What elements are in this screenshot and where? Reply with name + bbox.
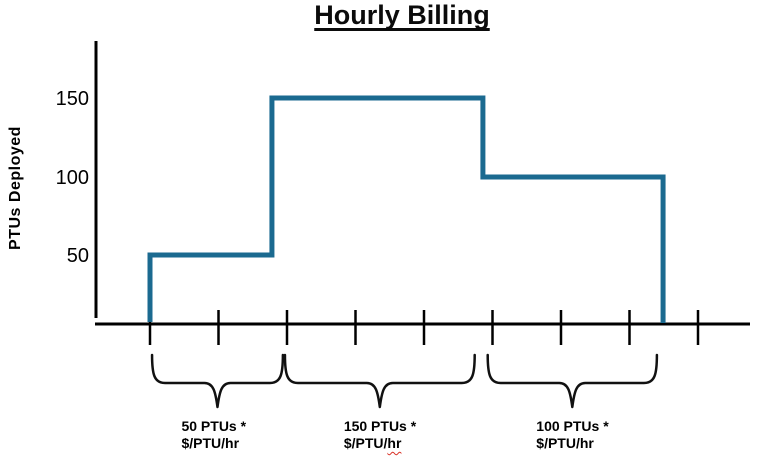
interval-brace [486,353,659,409]
chart-title: Hourly Billing [314,0,490,30]
interval-brace [283,353,476,409]
y-axis-tick-label: 150 [56,88,89,110]
interval-brace [150,353,285,409]
y-axis-tick-label: 100 [56,167,89,189]
y-axis-tick-label: 50 [67,245,89,267]
ptus-deployed-step-line [147,95,666,323]
